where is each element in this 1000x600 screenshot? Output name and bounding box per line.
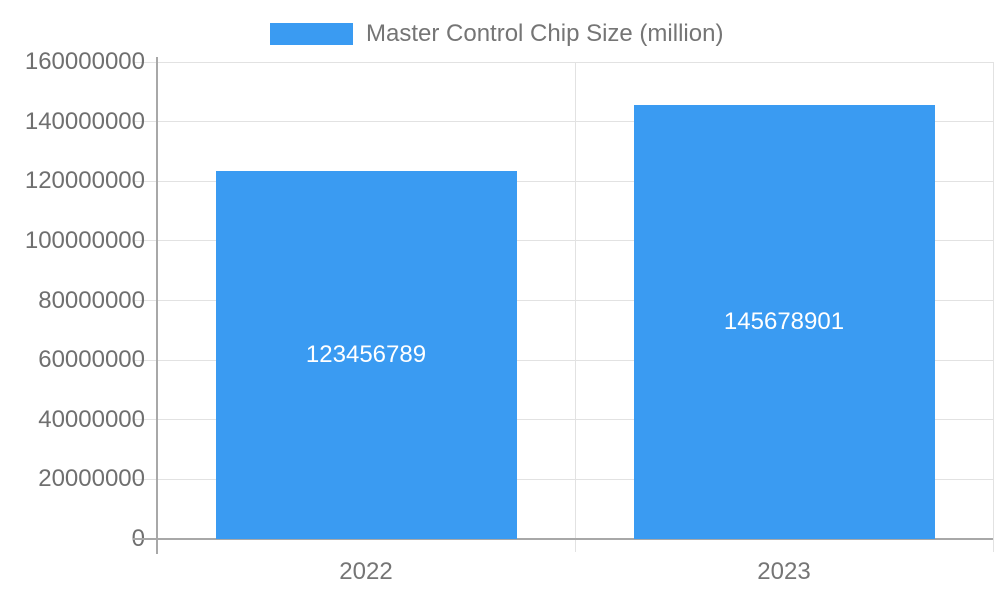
y-axis-tick-label: 140000000 bbox=[24, 107, 145, 135]
legend-label: Master Control Chip Size (million) bbox=[366, 20, 724, 47]
y-gridline bbox=[133, 478, 993, 480]
y-axis-line bbox=[156, 57, 158, 554]
y-gridline bbox=[133, 180, 993, 182]
y-axis-tick-label: 20000000 bbox=[38, 465, 145, 493]
bar-value-label: 123456789 bbox=[305, 340, 427, 368]
legend-swatch bbox=[270, 23, 353, 45]
x-axis-tick-label: 2023 bbox=[757, 558, 811, 585]
y-gridline bbox=[133, 121, 993, 123]
x-axis-tick-label: 2022 bbox=[339, 558, 393, 585]
bar: 145678901 bbox=[633, 104, 935, 539]
x-gridline bbox=[992, 62, 994, 552]
x-axis-line bbox=[133, 538, 993, 540]
y-axis-tick-label: 120000000 bbox=[24, 167, 145, 195]
y-axis-tick-label: 160000000 bbox=[24, 48, 145, 75]
bar: 123456789 bbox=[215, 170, 517, 539]
y-axis-tick-label: 40000000 bbox=[38, 405, 145, 433]
y-gridline bbox=[133, 240, 993, 242]
bar-value-label: 145678901 bbox=[723, 307, 845, 335]
y-gridline bbox=[133, 419, 993, 421]
y-axis-tick-label: 80000000 bbox=[38, 286, 145, 314]
legend: Master Control Chip Size (million) bbox=[270, 20, 723, 48]
y-axis-tick-label: 60000000 bbox=[38, 346, 145, 374]
y-gridline bbox=[133, 359, 993, 361]
y-gridline bbox=[133, 300, 993, 301]
y-axis-tick-label: 100000000 bbox=[24, 226, 145, 254]
y-gridline bbox=[133, 61, 993, 63]
x-gridline bbox=[574, 62, 576, 552]
y-axis-tick-label: 0 bbox=[131, 525, 145, 552]
